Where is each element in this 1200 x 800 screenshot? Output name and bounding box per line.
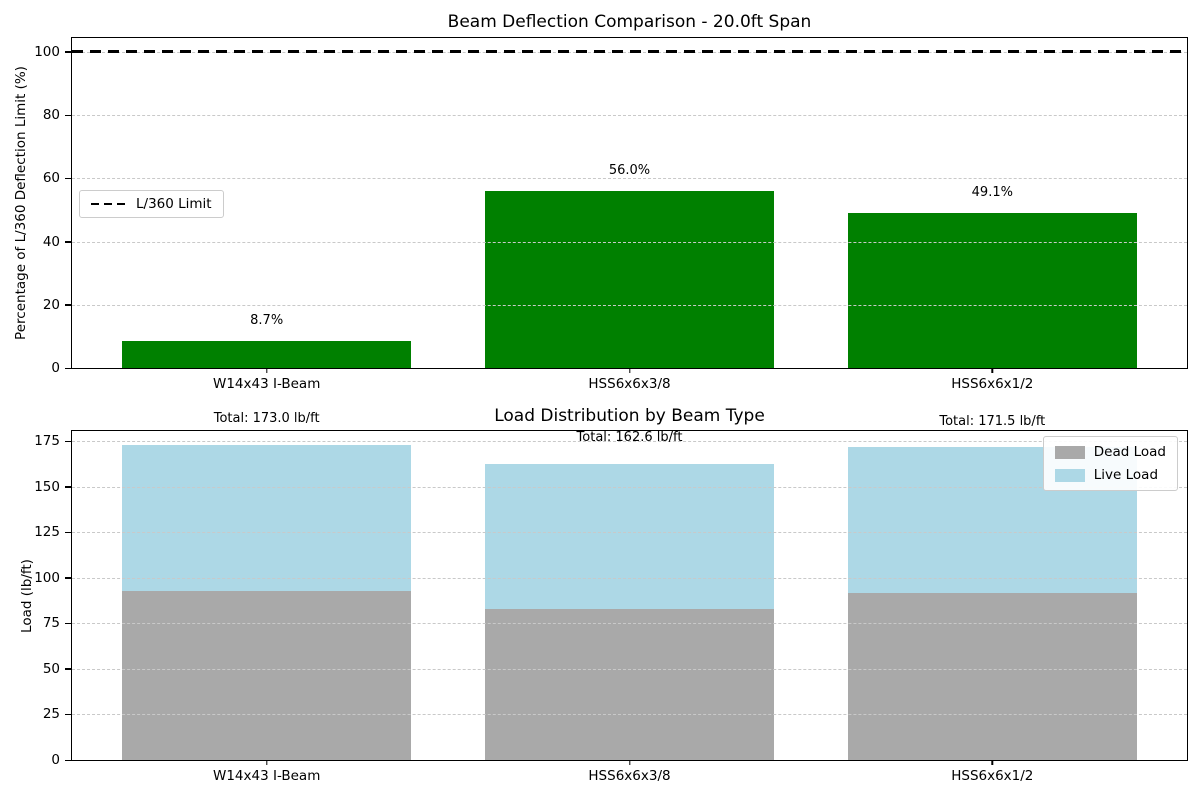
x-tick-label: HSS6x6x3/8 xyxy=(588,376,671,392)
y-tick-mark xyxy=(65,440,71,443)
y-tick-mark xyxy=(65,531,71,534)
dashed-line-icon xyxy=(91,202,127,206)
y-tick-label: 125 xyxy=(34,524,60,541)
dead-load-bar xyxy=(121,590,412,760)
h-gridline xyxy=(72,486,1187,488)
y-tick-mark xyxy=(65,486,71,488)
y-tick-mark xyxy=(65,759,71,761)
h-gridline xyxy=(72,714,1187,716)
h-gridline xyxy=(72,441,1187,443)
dead-load-bar xyxy=(484,609,775,760)
y-tick-mark xyxy=(65,304,71,306)
h-gridline xyxy=(72,532,1187,534)
h-gridline xyxy=(72,178,1187,180)
y-tick-label: 50 xyxy=(42,660,60,677)
y-tick-mark xyxy=(65,367,71,369)
legend-item-live-load: Live Load xyxy=(1054,467,1166,483)
live-load-bar xyxy=(121,444,412,591)
total-load-label: Total: 171.5 lb/ft xyxy=(939,414,1046,430)
deflection-y-axis-label: Percentage of L/360 Deflection Limit (%) xyxy=(13,66,29,340)
y-tick-mark xyxy=(65,668,71,670)
x-tick-label: HSS6x6x1/2 xyxy=(951,768,1034,784)
y-tick-label: 100 xyxy=(34,569,60,586)
x-tick-mark xyxy=(628,760,631,765)
x-tick-mark xyxy=(991,760,994,765)
deflection-legend: L/360 Limit xyxy=(79,190,224,218)
y-tick-label: 100 xyxy=(34,43,60,60)
deflection-bar xyxy=(847,212,1138,368)
h-gridline xyxy=(72,623,1187,625)
x-tick-label: W14x43 I-Beam xyxy=(212,376,321,392)
y-tick-mark xyxy=(65,577,71,579)
h-gridline xyxy=(72,577,1187,579)
live-load-legend-label: Live Load xyxy=(1093,467,1159,483)
bar-value-label: 49.1% xyxy=(971,185,1013,201)
x-tick-label: W14x43 I-Beam xyxy=(212,768,321,784)
x-tick-mark xyxy=(991,368,994,373)
deflection-chart-title: Beam Deflection Comparison - 20.0ft Span xyxy=(447,12,812,32)
x-tick-mark xyxy=(265,368,268,373)
y-tick-label: 75 xyxy=(42,615,60,632)
live-load-swatch xyxy=(1054,468,1085,482)
load-plot-area: Dead Load Live Load 0 25 50 75 100 125 150 175 W… xyxy=(34,411,1188,784)
dead-load-bar xyxy=(847,593,1138,760)
y-tick-label: 0 xyxy=(51,752,60,768)
y-tick-mark xyxy=(65,177,71,180)
y-tick-label: 25 xyxy=(42,706,60,723)
y-tick-label: 175 xyxy=(34,433,60,450)
dead-load-legend-label: Dead Load xyxy=(1093,444,1166,460)
y-tick-mark xyxy=(65,114,71,117)
h-gridline xyxy=(72,304,1187,306)
h-gridline xyxy=(72,668,1187,670)
x-tick-mark xyxy=(628,368,631,373)
y-tick-mark xyxy=(65,51,71,53)
y-tick-label: 60 xyxy=(42,170,60,187)
l360-limit-line xyxy=(72,50,1187,53)
deflection-bar xyxy=(484,190,775,368)
deflection-plot-area: L/360 Limit 0 20 40 60 80 100 W14x43 I-Beam HSS… xyxy=(34,37,1188,392)
x-tick-mark xyxy=(265,760,268,765)
y-tick-label: 80 xyxy=(42,107,60,124)
legend-item-dead-load: Dead Load xyxy=(1054,444,1166,460)
bar-value-label: 8.7% xyxy=(250,312,284,328)
y-tick-label: 20 xyxy=(42,296,60,313)
h-gridline xyxy=(72,241,1187,243)
total-load-label: Total: 173.0 lb/ft xyxy=(213,411,320,427)
deflection-bar xyxy=(121,340,412,368)
h-gridline xyxy=(72,115,1187,117)
y-tick-label: 40 xyxy=(42,233,60,250)
x-tick-label: HSS6x6x3/8 xyxy=(588,768,671,784)
y-tick-mark xyxy=(65,622,71,625)
y-tick-label: 150 xyxy=(34,478,60,495)
live-load-bar xyxy=(484,463,775,610)
y-tick-label: 0 xyxy=(51,360,60,376)
load-y-axis-label: Load (lb/ft) xyxy=(19,559,35,633)
total-load-label: Total: 162.6 lb/ft xyxy=(576,430,683,446)
l360-limit-legend-label: L/360 Limit xyxy=(136,196,212,212)
bar-value-label: 56.0% xyxy=(608,163,651,179)
y-tick-mark xyxy=(65,714,71,716)
load-chart-title: Load Distribution by Beam Type xyxy=(494,406,765,426)
y-tick-mark xyxy=(65,241,71,243)
dead-load-swatch xyxy=(1054,445,1085,459)
load-legend: Dead Load Live Load xyxy=(1042,436,1178,491)
x-tick-label: HSS6x6x1/2 xyxy=(951,376,1034,392)
